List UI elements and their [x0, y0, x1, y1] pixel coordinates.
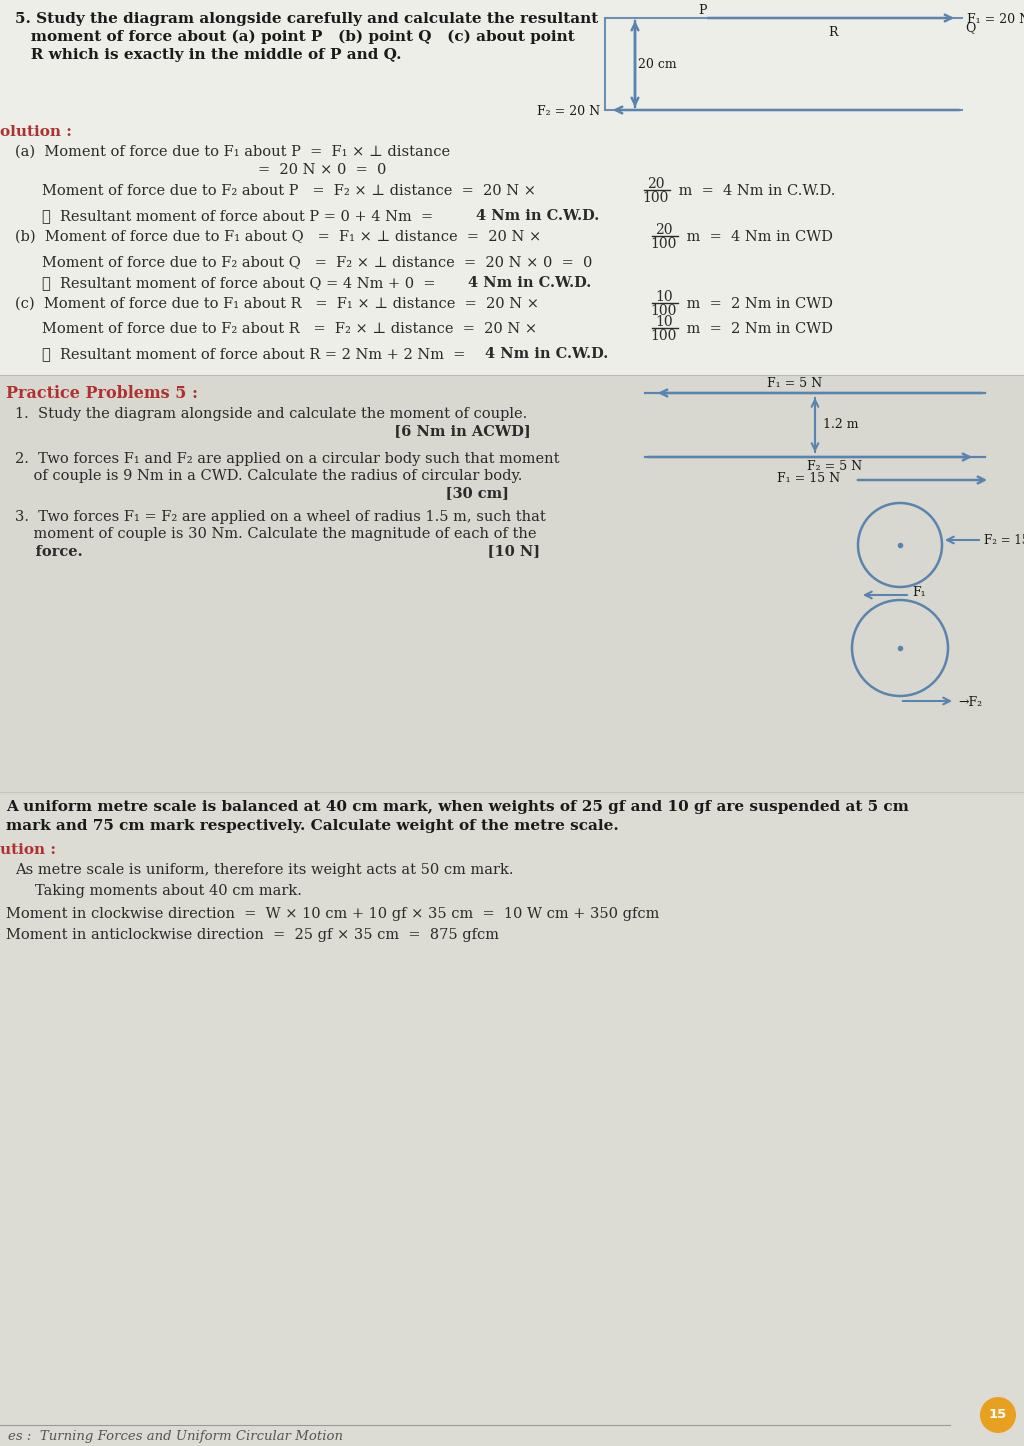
Text: Moment of force due to F₂ about P   =  F₂ × ⊥ distance  =  20 N ×: Moment of force due to F₂ about P = F₂ ×…: [42, 184, 541, 198]
Text: 1.2 m: 1.2 m: [823, 418, 858, 431]
Circle shape: [980, 1397, 1016, 1433]
Text: 100: 100: [651, 304, 677, 318]
Text: moment of couple is 30 Nm. Calculate the magnitude of each of the: moment of couple is 30 Nm. Calculate the…: [15, 526, 537, 541]
Text: Q: Q: [965, 22, 976, 35]
Text: Moment of force due to F₂ about Q   =  F₂ × ⊥ distance  =  20 N × 0  =  0: Moment of force due to F₂ about Q = F₂ ×…: [42, 254, 592, 269]
Text: Moment in anticlockwise direction  =  25 gf × 35 cm  =  875 gfcm: Moment in anticlockwise direction = 25 g…: [6, 928, 499, 941]
Bar: [0, 375, 1024, 795]
Text: F₂ = 5 N: F₂ = 5 N: [808, 460, 862, 473]
Text: m  =  2 Nm in CWD: m = 2 Nm in CWD: [682, 322, 833, 335]
Text: 1.  Study the diagram alongside and calculate the moment of couple.: 1. Study the diagram alongside and calcu…: [15, 406, 527, 421]
Text: F₁: F₁: [912, 586, 926, 599]
Text: Moment of force due to F₂ about R   =  F₂ × ⊥ distance  =  20 N ×: Moment of force due to F₂ about R = F₂ ×…: [42, 322, 542, 335]
Text: F₂ = 15 N: F₂ = 15 N: [984, 534, 1024, 547]
Text: Taking moments about 40 cm mark.: Taking moments about 40 cm mark.: [35, 884, 302, 898]
Text: m  =  4 Nm in C.W.D.: m = 4 Nm in C.W.D.: [674, 184, 836, 198]
Text: 100: 100: [651, 237, 677, 252]
Text: A uniform metre scale is balanced at 40 cm mark, when weights of 25 gf and 10 gf: A uniform metre scale is balanced at 40 …: [6, 800, 909, 814]
Text: 10: 10: [655, 315, 673, 330]
Text: [6 Nm in ACWD]: [6 Nm in ACWD]: [15, 424, 530, 438]
Text: F₁ = 15 N: F₁ = 15 N: [777, 471, 840, 484]
Text: 4 Nm in C.W.D.: 4 Nm in C.W.D.: [485, 347, 608, 362]
Text: F₁ = 5 N: F₁ = 5 N: [767, 377, 822, 390]
Text: As metre scale is uniform, therefore its weight acts at 50 cm mark.: As metre scale is uniform, therefore its…: [15, 863, 513, 878]
Text: es :  Turning Forces and Uniform Circular Motion: es : Turning Forces and Uniform Circular…: [8, 1430, 343, 1443]
Text: =  20 N × 0  =  0: = 20 N × 0 = 0: [258, 163, 386, 176]
Text: (c)  Moment of force due to F₁ about R   =  F₁ × ⊥ distance  =  20 N ×: (c) Moment of force due to F₁ about R = …: [15, 296, 544, 311]
Text: of couple is 9 Nm in a CWD. Calculate the radius of circular body.: of couple is 9 Nm in a CWD. Calculate th…: [15, 469, 522, 483]
Text: 5. Study the diagram alongside carefully and calculate the resultant: 5. Study the diagram alongside carefully…: [15, 12, 598, 26]
Text: 2.  Two forces F₁ and F₂ are applied on a circular body such that moment: 2. Two forces F₁ and F₂ are applied on a…: [15, 453, 559, 466]
Text: moment of force about (a) point P   (b) point Q   (c) about point: moment of force about (a) point P (b) po…: [15, 30, 574, 45]
Text: R: R: [828, 26, 838, 39]
Text: m  =  2 Nm in CWD: m = 2 Nm in CWD: [682, 296, 833, 311]
Text: 100: 100: [643, 191, 670, 205]
Text: [30 cm]: [30 cm]: [15, 486, 509, 500]
Text: ∴  Resultant moment of force about R = 2 Nm + 2 Nm  =: ∴ Resultant moment of force about R = 2 …: [42, 347, 475, 362]
Text: 20: 20: [647, 176, 665, 191]
Text: mark and 75 cm mark respectively. Calculate weight of the metre scale.: mark and 75 cm mark respectively. Calcul…: [6, 818, 618, 833]
Text: F₂ = 20 N: F₂ = 20 N: [537, 106, 600, 119]
Text: 4 Nm in C.W.D.: 4 Nm in C.W.D.: [468, 276, 591, 291]
Text: force.                                                                          : force.: [15, 544, 540, 558]
Text: ution :: ution :: [0, 843, 56, 857]
Text: F₁ = 20 N: F₁ = 20 N: [967, 13, 1024, 26]
Text: →F₂: →F₂: [958, 696, 982, 709]
Text: olution :: olution :: [0, 124, 72, 139]
Text: 15: 15: [989, 1408, 1008, 1421]
Text: P: P: [698, 4, 708, 17]
Text: 4 Nm in C.W.D.: 4 Nm in C.W.D.: [476, 210, 599, 223]
Text: 20 cm: 20 cm: [638, 58, 677, 71]
Text: (a)  Moment of force due to F₁ about P  =  F₁ × ⊥ distance: (a) Moment of force due to F₁ about P = …: [15, 145, 451, 159]
Text: R which is exactly in the middle of P and Q.: R which is exactly in the middle of P an…: [15, 48, 401, 62]
Text: Practice Problems 5 :: Practice Problems 5 :: [6, 385, 198, 402]
Bar: [0, 0, 1024, 390]
Text: (b)  Moment of force due to F₁ about Q   =  F₁ × ⊥ distance  =  20 N ×: (b) Moment of force due to F₁ about Q = …: [15, 230, 546, 244]
Text: 3.  Two forces F₁ = F₂ are applied on a wheel of radius 1.5 m, such that: 3. Two forces F₁ = F₂ are applied on a w…: [15, 510, 546, 523]
Text: ∴  Resultant moment of force about Q = 4 Nm + 0  =: ∴ Resultant moment of force about Q = 4 …: [42, 276, 444, 291]
Text: ∴  Resultant moment of force about P = 0 + 4 Nm  =: ∴ Resultant moment of force about P = 0 …: [42, 210, 442, 223]
Text: 100: 100: [651, 330, 677, 343]
Text: 20: 20: [655, 223, 673, 237]
Text: m  =  4 Nm in CWD: m = 4 Nm in CWD: [682, 230, 833, 244]
Text: Moment in clockwise direction  =  W × 10 cm + 10 gf × 35 cm  =  10 W cm + 350 gf: Moment in clockwise direction = W × 10 c…: [6, 907, 659, 921]
Text: 10: 10: [655, 291, 673, 304]
